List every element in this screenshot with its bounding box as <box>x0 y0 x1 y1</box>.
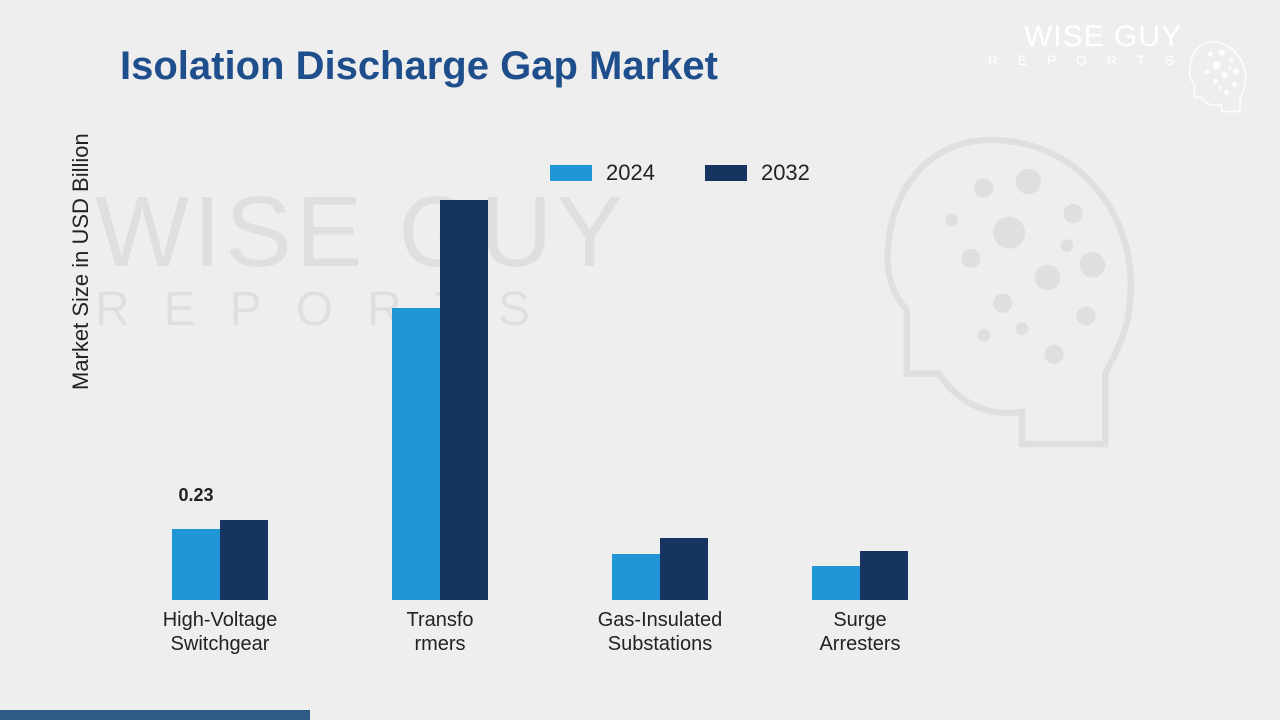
legend-label: 2032 <box>761 160 810 186</box>
bar <box>220 520 268 600</box>
category-label: Gas-InsulatedSubstations <box>580 608 740 656</box>
category-label: High-VoltageSwitchgear <box>140 608 300 656</box>
chart-stage: WISE GUY R E P O R T S Isolation Dischar… <box>0 0 1280 720</box>
bar-value-label: 0.23 <box>178 485 213 506</box>
brand-head-icon <box>1172 38 1252 118</box>
legend-item: 2024 <box>550 160 655 186</box>
brand-logo: WISE GUY R E P O R T S <box>988 20 1252 68</box>
legend: 2024 2032 <box>550 160 810 186</box>
bar <box>440 200 488 600</box>
footer-bar <box>0 710 310 720</box>
bar <box>812 566 860 600</box>
brand-line1: WISE GUY <box>988 20 1182 54</box>
category-label: Transformers <box>360 608 520 656</box>
legend-label: 2024 <box>606 160 655 186</box>
bar <box>172 529 220 600</box>
bar <box>392 308 440 600</box>
bar <box>860 551 908 600</box>
x-axis-labels: High-VoltageSwitchgear Transformers Gas-In… <box>100 600 960 670</box>
y-axis-label: Market Size in USD Billion <box>68 133 94 390</box>
legend-swatch <box>705 165 747 181</box>
bar <box>660 538 708 600</box>
brand-line2: R E P O R T S <box>988 52 1182 68</box>
plot-area: 0.23 <box>100 200 960 600</box>
legend-item: 2032 <box>705 160 810 186</box>
category-label: SurgeArresters <box>780 608 940 656</box>
chart-title: Isolation Discharge Gap Market <box>120 44 718 89</box>
legend-swatch <box>550 165 592 181</box>
bar <box>612 554 660 600</box>
